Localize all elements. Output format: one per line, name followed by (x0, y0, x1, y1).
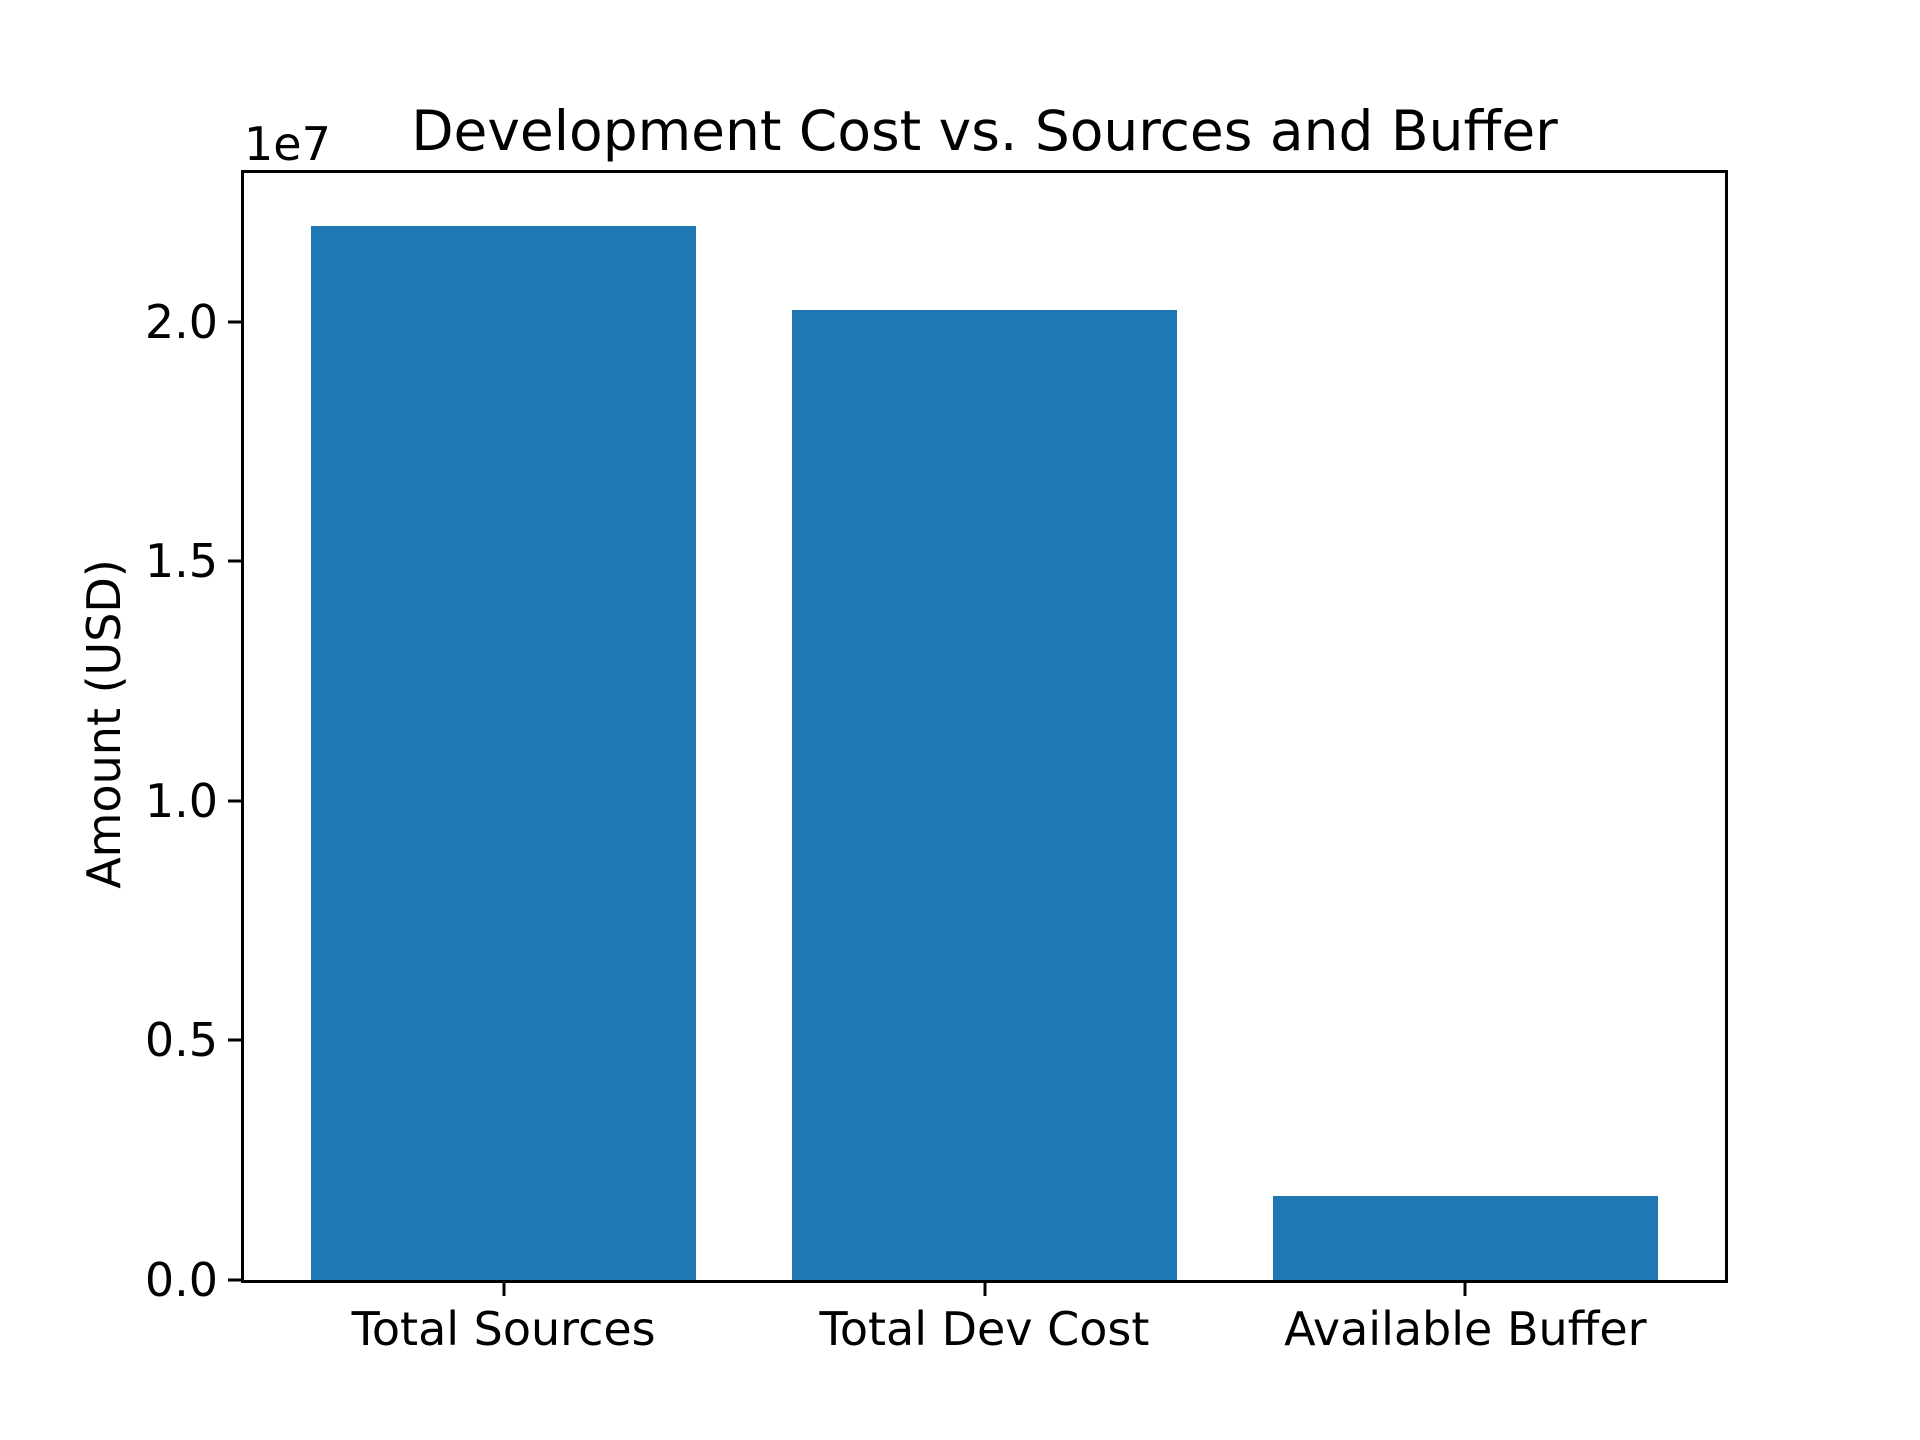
y-tick-mark-2.0 (228, 320, 241, 324)
y-tick-mark-0.5 (228, 1038, 241, 1042)
chart-title: Development Cost vs. Sources and Buffer (411, 99, 1558, 163)
x-tick-mark-total-dev-cost (983, 1283, 986, 1296)
y-tick-label-0.5: 0.5 (144, 1013, 218, 1068)
y-tick-label-0.0: 0.0 (144, 1253, 218, 1307)
y-tick-label-1.0: 1.0 (144, 773, 218, 828)
y-tick-mark-0.0 (228, 1278, 241, 1282)
plot-area: Total Sources Total Dev Cost Available Buf… (145, 170, 1728, 1352)
y-tick-label-2.0: 2.0 (144, 294, 218, 349)
x-tick-label-total-dev-cost: Total Dev Cost (819, 1302, 1150, 1356)
y-tick-mark-1.0 (228, 799, 241, 803)
x-tick-label-available-buffer: Available Buffer (1284, 1302, 1647, 1356)
y-tick-label-1.5: 1.5 (144, 534, 218, 589)
x-tick-mark-available-buffer (1463, 1283, 1467, 1296)
bar-total-dev-cost (792, 309, 1177, 1280)
x-tick-mark-total-sources (502, 1283, 506, 1296)
y-tick-mark-1.5 (228, 559, 241, 563)
bar-available-buffer (1273, 1196, 1658, 1280)
y-axis-label: Amount (USD) (77, 559, 131, 889)
x-tick-label-total-sources: Total Sources (351, 1302, 656, 1356)
bar-total-sources (311, 225, 696, 1280)
y-axis-offset-text: 1e7 (244, 117, 331, 171)
